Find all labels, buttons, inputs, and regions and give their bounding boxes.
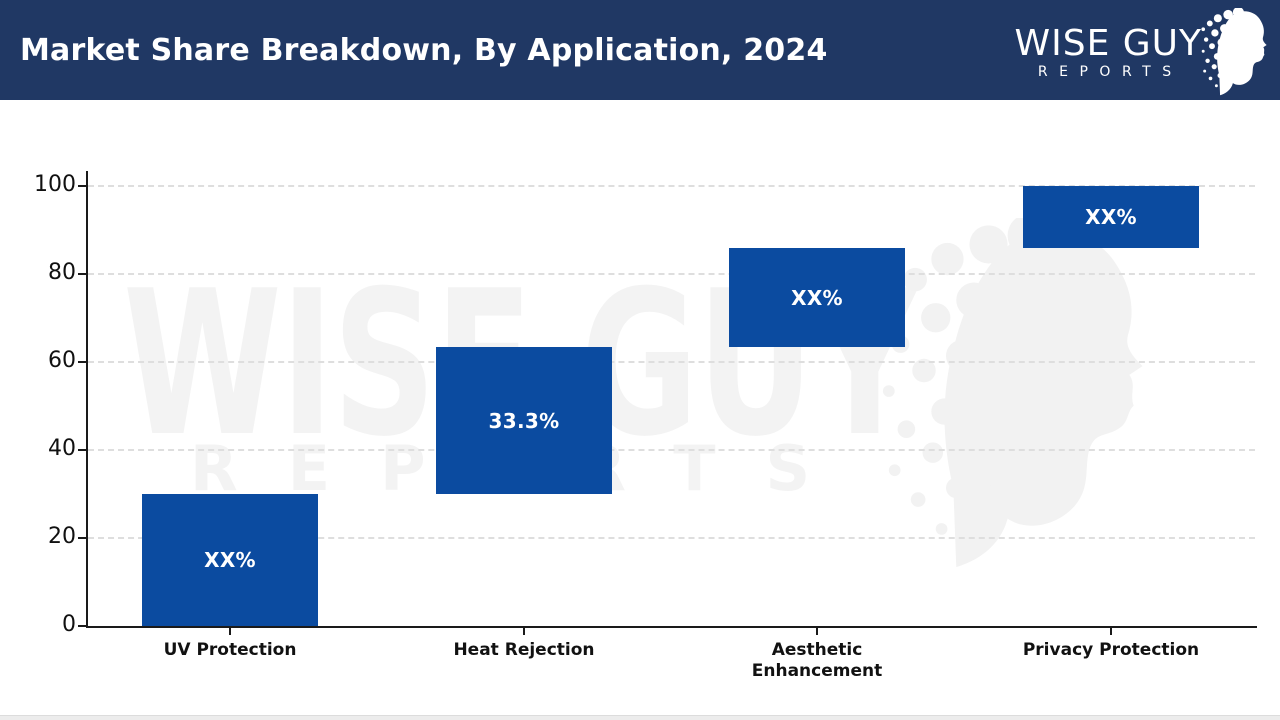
bar-aesthetic-enhancement: XX% — [729, 247, 905, 348]
plot-area: 0 20 40 60 80 100 XX% UV Protection 33.3% Heat Re… — [0, 100, 1280, 715]
x-tickmark-3 — [1110, 628, 1112, 635]
x-category-label-3: Privacy Protection — [1022, 640, 1200, 660]
bar-value-label: 33.3% — [488, 408, 560, 433]
gridline-20 — [88, 537, 1255, 539]
y-tick-label-60: 60 — [48, 348, 76, 373]
bar-privacy-protection: XX% — [1023, 186, 1199, 248]
bar-value-label: XX% — [1085, 204, 1137, 229]
y-tickmark-0 — [78, 625, 86, 627]
y-tickmark-100 — [78, 185, 86, 187]
bar-value-label: XX% — [204, 548, 256, 572]
x-axis-spine — [86, 626, 1257, 628]
brand-face-icon — [1201, 8, 1267, 96]
brand-name-bottom: REPORTS — [1037, 63, 1183, 80]
y-tick-label-40: 40 — [48, 436, 76, 461]
gridline-40 — [88, 449, 1255, 451]
page-title: Market Share Breakdown, By Application, … — [20, 32, 828, 68]
y-tickmark-80 — [78, 273, 86, 275]
gridline-60 — [88, 361, 1255, 363]
y-tick-label-80: 80 — [48, 260, 76, 285]
x-tickmark-0 — [229, 628, 231, 635]
brand-name: WISE GUY REPORTS — [1014, 22, 1203, 80]
y-tick-label-0: 0 — [62, 612, 76, 637]
brand-logo: WISE GUY REPORTS — [1015, 8, 1273, 96]
x-category-label-0: UV Protection — [163, 640, 297, 660]
x-tickmark-1 — [523, 628, 525, 635]
y-tick-label-20: 20 — [48, 524, 76, 549]
brand-name-top: WISE GUY — [1014, 22, 1202, 64]
bar-value-label: XX% — [791, 285, 843, 310]
header-bar: Market Share Breakdown, By Application, … — [0, 0, 1280, 100]
bar-heat-rejection: 33.3% — [436, 347, 612, 494]
x-tickmark-2 — [816, 628, 818, 635]
footer-strip — [0, 715, 1280, 720]
y-tickmark-40 — [78, 449, 86, 451]
x-category-label-1: Heat Rejection — [453, 640, 595, 660]
bar-uv-protection: XX% — [142, 494, 318, 626]
gridline-100 — [88, 185, 1255, 187]
x-category-label-2: Aesthetic Enhancement — [751, 640, 883, 682]
y-tickmark-20 — [78, 537, 86, 539]
y-tickmark-60 — [78, 361, 86, 363]
gridline-80 — [88, 273, 1255, 275]
y-axis-spine — [86, 171, 88, 628]
y-tick-label-100: 100 — [34, 172, 76, 197]
